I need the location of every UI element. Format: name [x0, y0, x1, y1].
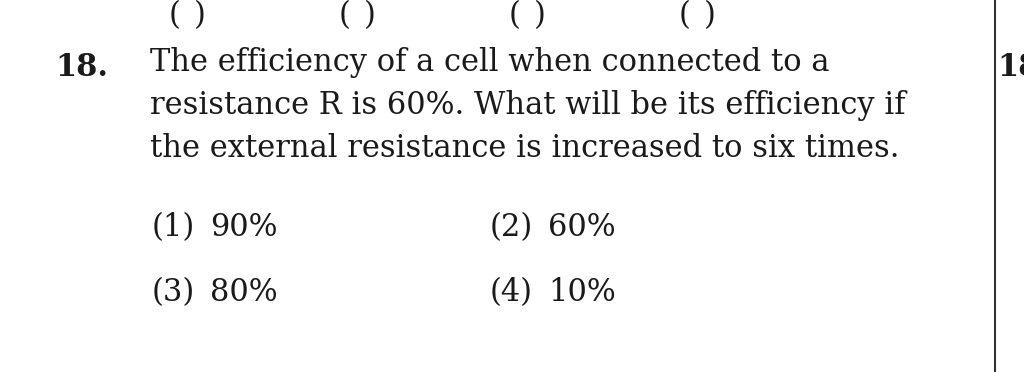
Text: (: (	[339, 0, 351, 31]
Text: 18.: 18.	[55, 52, 108, 83]
Text: (: (	[679, 0, 691, 31]
Text: 10%: 10%	[548, 277, 615, 308]
Text: (: (	[169, 0, 181, 31]
Text: (4): (4)	[490, 277, 534, 308]
Text: resistance R is 60%. What will be its efficiency if: resistance R is 60%. What will be its ef…	[150, 90, 905, 121]
Text: 18: 18	[997, 52, 1024, 83]
Text: (1): (1)	[152, 212, 196, 243]
Text: The efficiency of a cell when connected to a: The efficiency of a cell when connected …	[150, 47, 829, 78]
Text: ): )	[705, 0, 716, 31]
Text: ): )	[365, 0, 376, 31]
Text: 80%: 80%	[210, 277, 278, 308]
Text: (2): (2)	[490, 212, 534, 243]
Text: the external resistance is increased to six times.: the external resistance is increased to …	[150, 133, 899, 164]
Text: ): )	[535, 0, 546, 31]
Text: 60%: 60%	[548, 212, 615, 243]
Text: 90%: 90%	[210, 212, 278, 243]
Text: (3): (3)	[152, 277, 196, 308]
Text: (: (	[509, 0, 521, 31]
Text: ): )	[195, 0, 206, 31]
